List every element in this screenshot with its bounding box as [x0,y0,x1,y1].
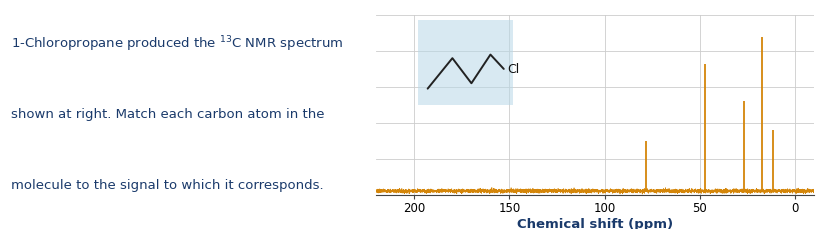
Text: molecule to the signal to which it corresponds.: molecule to the signal to which it corre… [11,179,324,192]
Bar [418,21,513,105]
Text: 1-Chloropropane produced the $^{13}$C NMR spectrum: 1-Chloropropane produced the $^{13}$C NM… [11,34,344,54]
X-axis label: Chemical shift (ppm): Chemical shift (ppm) [517,217,673,229]
Text: Cl: Cl [507,63,519,76]
Text: shown at right. Match each carbon atom in the: shown at right. Match each carbon atom i… [11,108,325,121]
